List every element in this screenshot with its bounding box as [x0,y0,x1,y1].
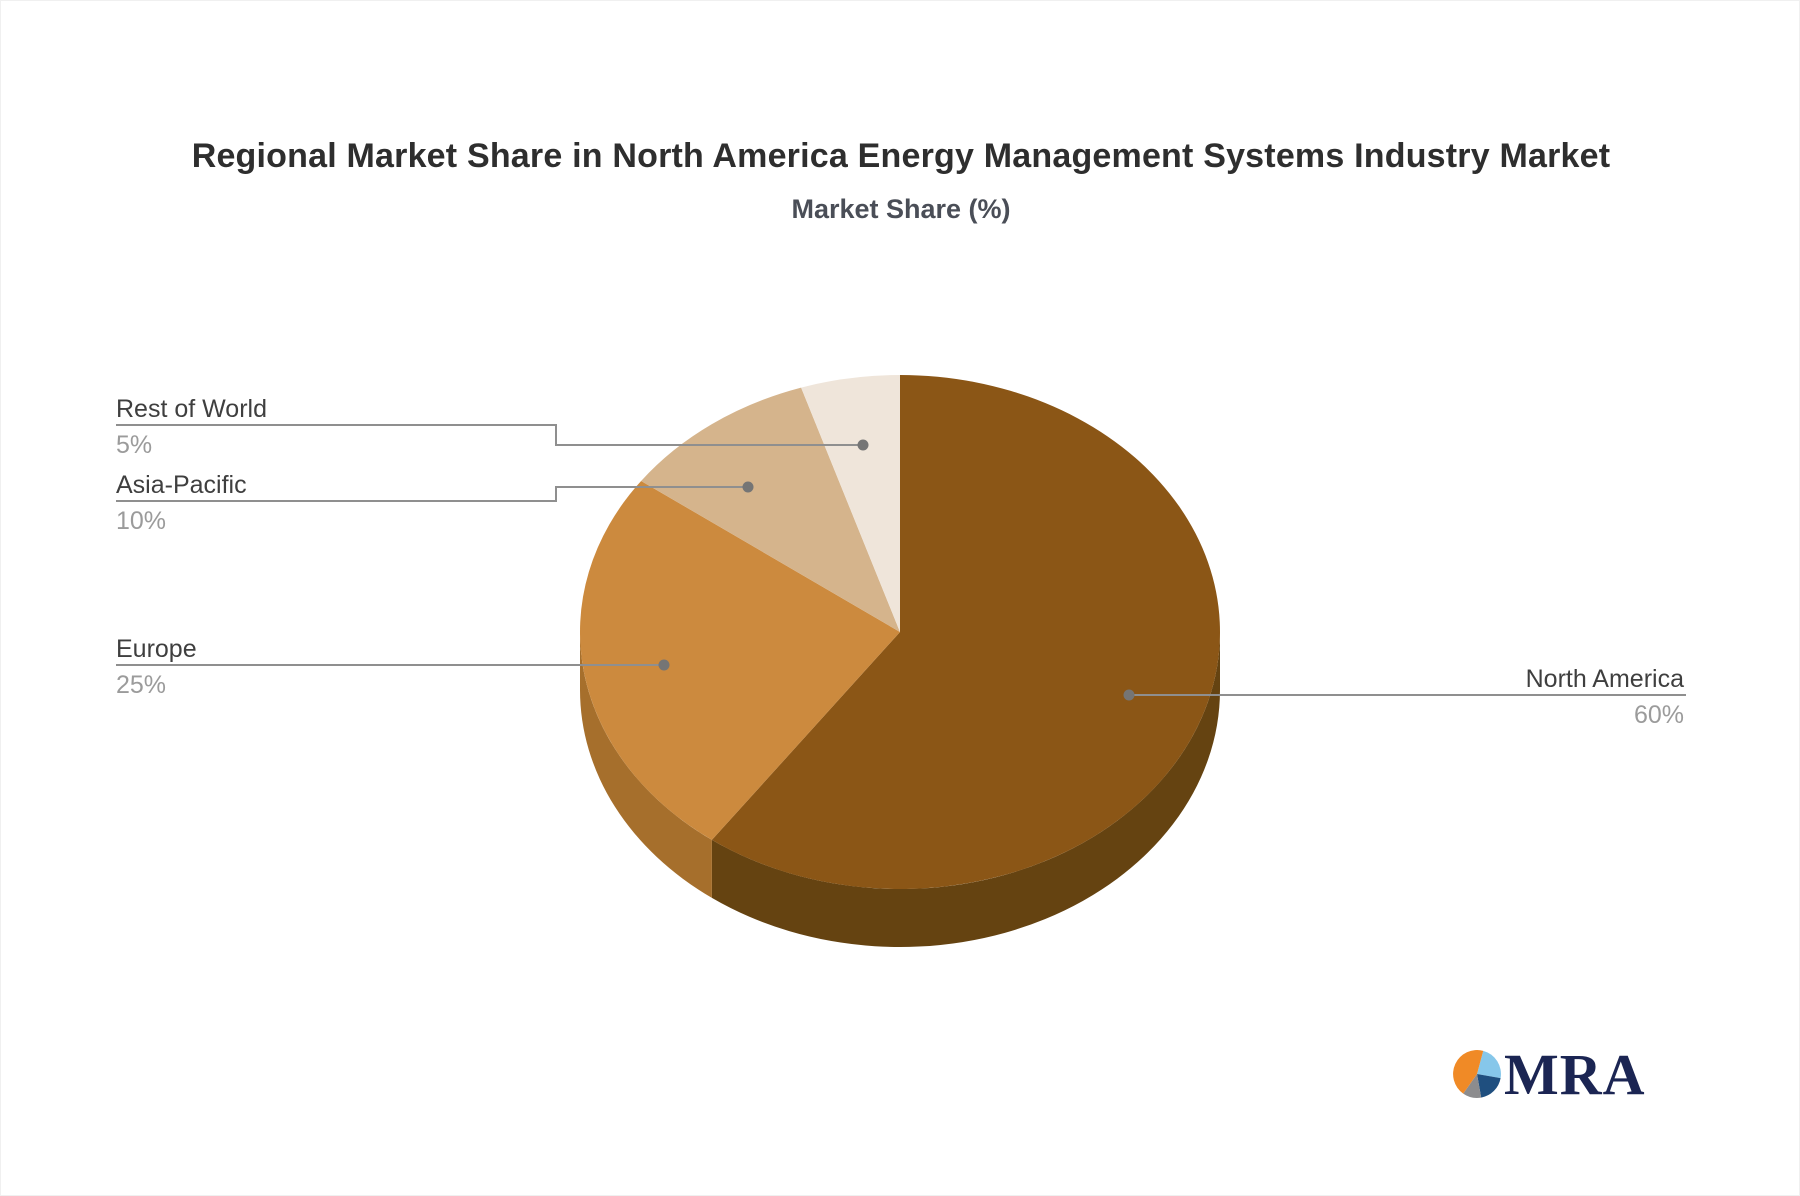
chart-subtitle: Market Share (%) [791,194,1011,224]
connector-dot-europe [658,659,670,671]
connector-rest-of-world [116,424,863,446]
logo-slice-gray [1463,1074,1482,1098]
slice-value-rest-of-world: 5% [116,431,153,459]
slice-value-north-america: 60% [1633,701,1684,729]
connector-dot-asia-pacific [742,481,754,493]
slice-value-europe: 25% [116,671,167,699]
connector-dot-rest-of-world [857,439,869,451]
pie-side-0[interactable] [711,632,1220,948]
pie-side-1[interactable] [580,632,712,898]
pie-slice-asia-pacific[interactable] [641,387,900,632]
slice-label-rest-of-world: Rest of World [116,395,267,423]
logo-pie-icon [1453,1050,1501,1098]
pie-slices[interactable] [579,375,1220,948]
brand-logo: MRA [1453,1039,1646,1109]
logo-slice-light-blue [1477,1050,1501,1079]
chart-title: Regional Market Share in North America E… [191,137,1611,175]
slice-label-north-america: North America [1525,665,1684,693]
slice-value-asia-pacific: 10% [116,507,167,535]
pie-slice-rest-of-world[interactable] [801,375,900,632]
logo-slice-orange [1453,1050,1484,1094]
pie-slice-north-america[interactable] [711,375,1220,889]
connector-dot-north-america [1123,689,1135,701]
pie-slice-europe[interactable] [579,480,900,840]
slice-label-asia-pacific: Asia-Pacific [116,471,247,499]
logo-slice-navy [1477,1074,1501,1098]
connector-asia-pacific [116,486,748,502]
slice-label-europe: Europe [116,635,197,663]
logo-text: MRA [1504,1041,1646,1107]
